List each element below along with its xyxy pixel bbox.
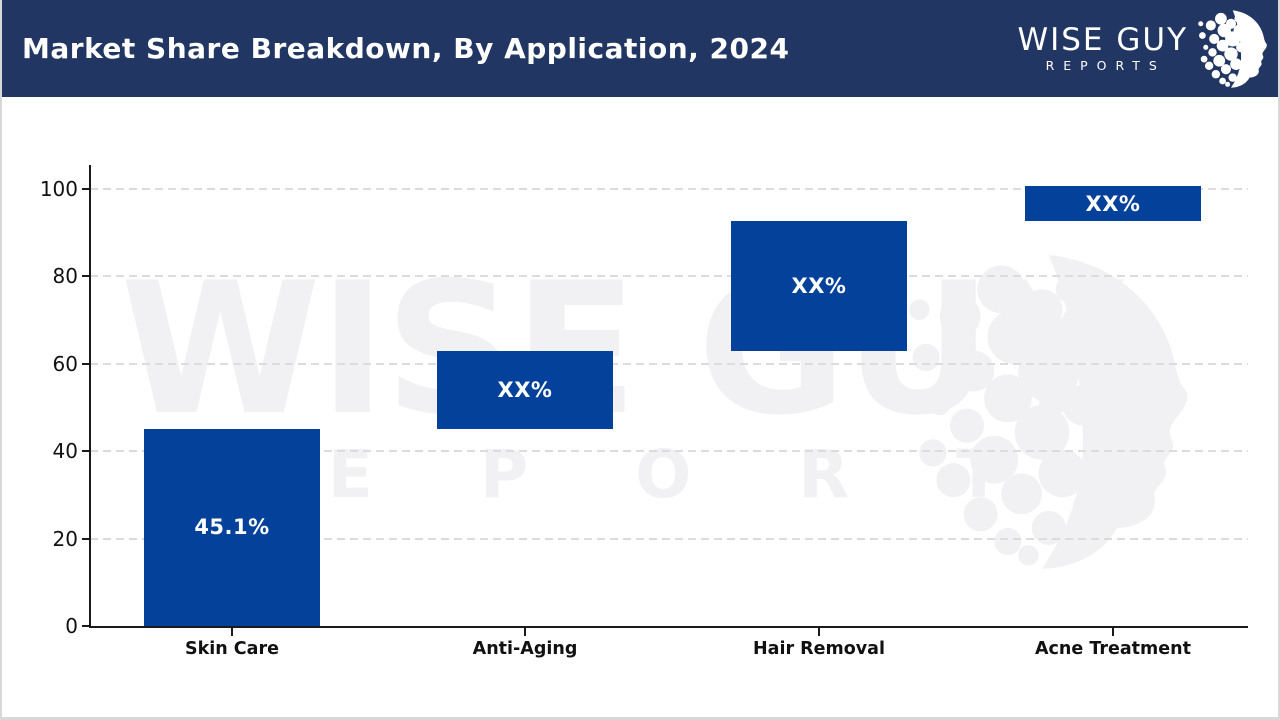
x-label-anti-aging: Anti-Aging [472,639,578,659]
logo-wordmark: WISE GUY [1017,21,1188,58]
y-axis [89,165,91,628]
y-tick-60 [82,362,90,365]
x-label-hair-removal: Hair Removal [753,639,885,659]
bar-skin-care: 45.1% [144,428,320,626]
gridline-40 [90,450,1248,452]
x-axis [89,626,1248,628]
y-tick-label-100: 100 [39,176,78,201]
y-tick-label-0: 0 [65,614,78,638]
y-tick-100 [82,187,90,190]
gridline-60 [90,362,1248,365]
y-tick-label-60: 60 [52,351,78,376]
chart-title: Market Share Breakdown, By Application, … [22,32,790,65]
y-tick-80 [82,275,90,277]
logo-subtext: REPORTS [1045,57,1166,73]
bar-acne-treatment: XX% [1025,185,1201,222]
y-tick-label-80: 80 [52,264,78,288]
wise-guy-logo-text: WISE GUY REPORTS [1017,21,1188,73]
x-label-skin-care: Skin Care [185,639,279,659]
y-tick-0 [82,625,90,627]
bar-value-label: 45.1% [194,515,270,540]
y-tick-40 [82,450,90,452]
x-tick-3 [818,628,820,636]
y-tick-label-40: 40 [52,439,78,463]
gridline-100 [90,187,1248,190]
x-tick-2 [524,628,526,636]
gridline-20 [90,537,1248,540]
x-tick-4 [1112,628,1114,636]
x-tick-1 [231,628,233,636]
y-tick-label-20: 20 [52,526,78,551]
x-label-acne-treatment: Acne Treatment [1035,639,1191,659]
bar-value-label: XX% [791,274,847,299]
wise-guy-face-icon [1198,9,1267,88]
bar-value-label: XX% [1085,191,1141,216]
bar-anti-aging: XX% [437,350,613,429]
y-tick-20 [82,537,90,540]
bar-value-label: XX% [497,377,553,402]
gridline-80 [90,275,1248,277]
watermark-face-icon [909,255,1188,569]
bar-hair-removal: XX% [731,221,907,351]
wise-guy-logo: WISE GUY REPORTS [1017,9,1278,89]
header-bar: Market Share Breakdown, By Application, … [2,0,1278,97]
